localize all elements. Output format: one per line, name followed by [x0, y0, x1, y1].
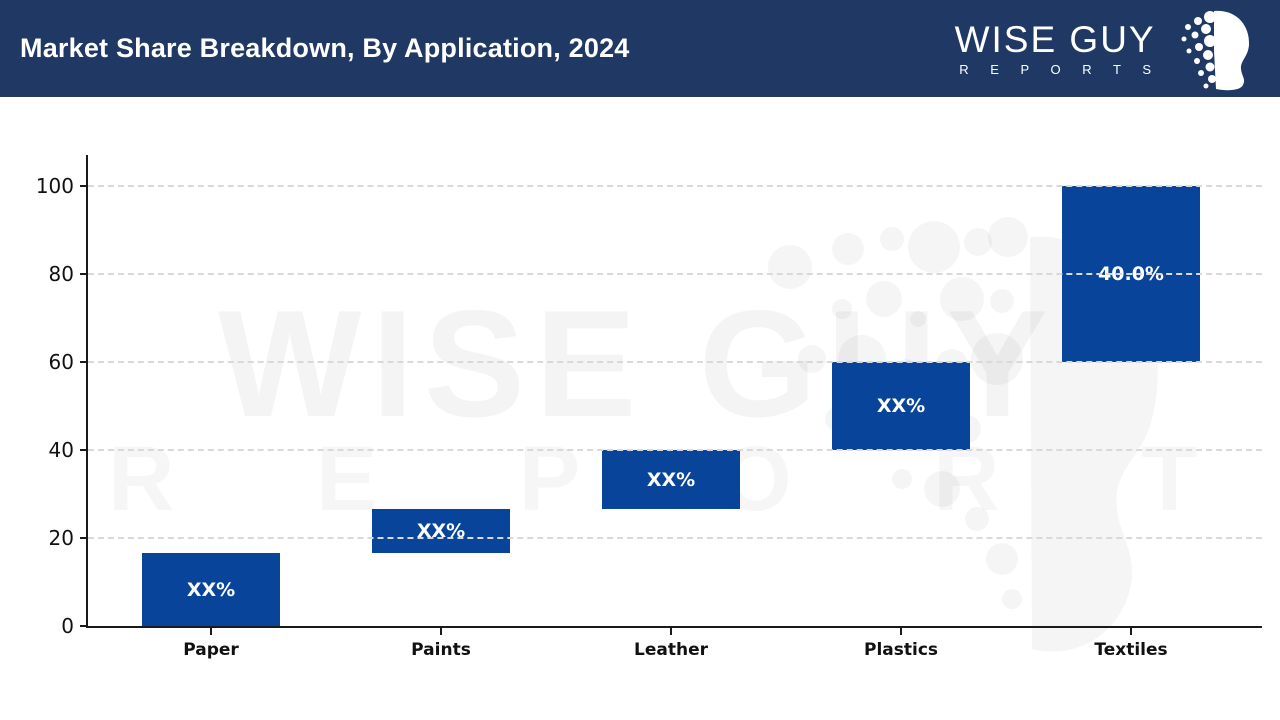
watermark-text: WISE GUY — [108, 277, 1168, 452]
y-tick-mark — [80, 273, 88, 275]
y-axis-tick-label: 80 — [48, 262, 74, 286]
brand-logo-text: WISE GUY R E P O R T S — [950, 21, 1160, 76]
y-axis-line — [86, 155, 88, 628]
bar-paper: XX% — [142, 553, 280, 626]
brand-head-icon — [1181, 10, 1250, 90]
x-axis-category-label: Paper — [183, 640, 239, 660]
bar-leather: XX% — [602, 450, 740, 510]
brand-name: WISE GUY — [954, 19, 1156, 60]
y-axis-tick-label: 40 — [48, 438, 74, 462]
bar-paints: XX% — [372, 509, 510, 554]
x-tick-mark — [440, 627, 442, 635]
x-tick-mark — [900, 627, 902, 635]
y-axis-tick-label: 60 — [48, 350, 74, 374]
y-axis-tick-label: 100 — [35, 174, 74, 198]
gridline-100 — [88, 185, 1262, 187]
x-tick-mark — [210, 627, 212, 635]
x-tick-mark — [1130, 627, 1132, 635]
brand-subname: R E P O R T S — [959, 62, 1160, 77]
y-tick-mark — [80, 625, 88, 627]
x-tick-mark — [670, 627, 672, 635]
page-title: Market Share Breakdown, By Application, … — [20, 33, 630, 63]
bar-plastics: XX% — [832, 362, 970, 450]
bar-value-label: XX% — [876, 395, 926, 417]
bar-value-label: XX% — [186, 578, 236, 601]
bar-value-label: XX% — [416, 520, 466, 543]
y-tick-mark — [80, 361, 88, 363]
x-axis-category-label: Plastics — [863, 640, 939, 660]
header-bar: Market Share Breakdown, By Application, … — [0, 0, 1280, 97]
y-tick-mark — [80, 185, 88, 187]
gridline-40 — [88, 449, 1262, 451]
gridline-80 — [88, 273, 1262, 275]
gridline-60 — [88, 361, 1262, 363]
x-axis-category-label: Leather — [634, 640, 708, 660]
chart-canvas: WISE GUY R E P O R T S XX%PaperXX%Paints… — [0, 97, 1280, 720]
gridline-20 — [88, 537, 1262, 539]
y-axis-tick-label: 0 — [61, 614, 74, 638]
x-axis-category-label: Paints — [411, 640, 471, 660]
y-tick-mark — [80, 537, 88, 539]
bar-value-label: XX% — [646, 468, 696, 491]
y-tick-mark — [80, 449, 88, 451]
x-axis-line — [86, 626, 1262, 628]
brand-logo: WISE GUY R E P O R T S — [950, 7, 1252, 91]
x-axis-category-label: Textiles — [1094, 640, 1168, 660]
y-axis-tick-label: 20 — [48, 526, 74, 550]
